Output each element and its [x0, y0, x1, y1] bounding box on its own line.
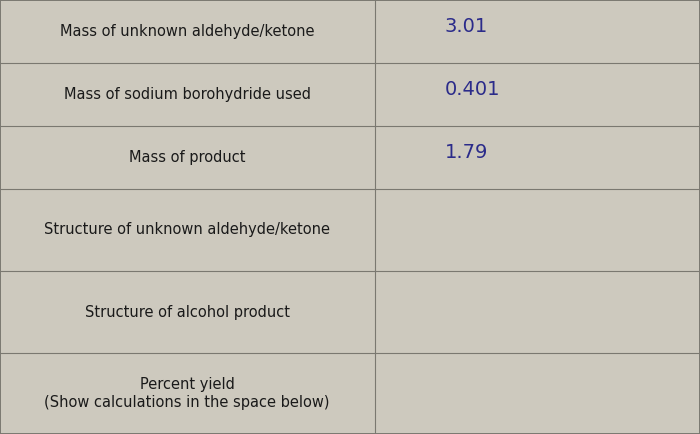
Text: 3.01: 3.01 [444, 17, 488, 36]
Text: Structure of alcohol product: Structure of alcohol product [85, 305, 290, 320]
Text: Mass of product: Mass of product [129, 150, 246, 164]
Text: Mass of unknown aldehyde/ketone: Mass of unknown aldehyde/ketone [60, 24, 314, 39]
Text: 0.401: 0.401 [444, 80, 500, 99]
Text: Mass of sodium borohydride used: Mass of sodium borohydride used [64, 87, 311, 102]
Text: 1.79: 1.79 [444, 143, 488, 161]
Text: Percent yield
(Show calculations in the space below): Percent yield (Show calculations in the … [45, 378, 330, 410]
Text: Structure of unknown aldehyde/ketone: Structure of unknown aldehyde/ketone [44, 222, 330, 237]
